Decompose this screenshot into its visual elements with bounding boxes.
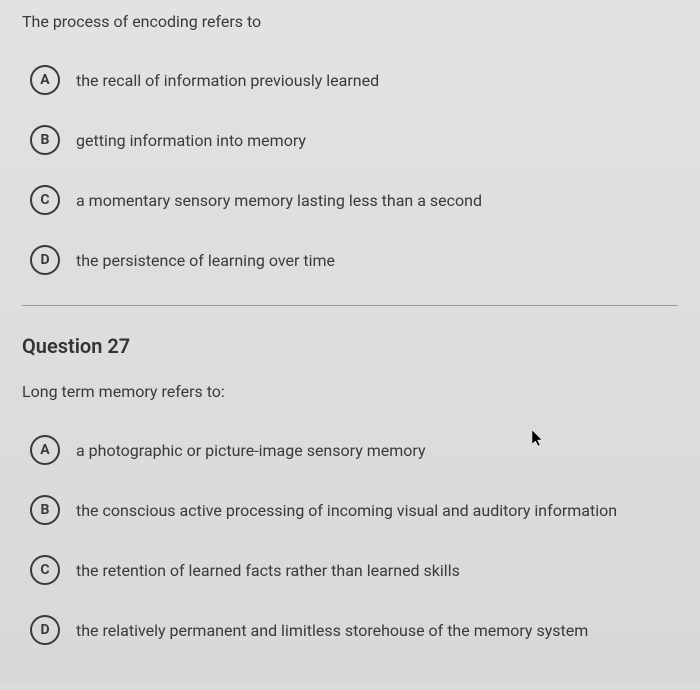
option-a[interactable]: A the recall of information previously l… — [22, 53, 678, 107]
option-text: the persistence of learning over time — [76, 251, 335, 270]
quiz-container: The process of encoding refers to A the … — [0, 0, 700, 685]
option-d[interactable]: D the relatively permanent and limitless… — [22, 603, 678, 657]
question-title: Question 27 — [22, 334, 678, 358]
option-badge: B — [30, 125, 60, 155]
option-badge: D — [30, 245, 60, 275]
option-badge: B — [30, 495, 60, 525]
option-text: a photographic or picture-image sensory … — [76, 441, 426, 460]
option-text: getting information into memory — [76, 131, 306, 150]
question-divider — [22, 305, 678, 306]
option-badge: A — [30, 65, 60, 95]
option-badge: A — [30, 435, 60, 465]
option-d[interactable]: D the persistence of learning over time — [22, 233, 678, 287]
option-b[interactable]: B the conscious active processing of inc… — [22, 483, 678, 537]
option-b[interactable]: B getting information into memory — [22, 113, 678, 167]
option-text: a momentary sensory memory lasting less … — [76, 191, 482, 210]
question-prompt: The process of encoding refers to — [22, 12, 678, 31]
option-text: the retention of learned facts rather th… — [76, 561, 460, 580]
option-badge: D — [30, 615, 60, 645]
option-badge: C — [30, 555, 60, 585]
option-text: the conscious active processing of incom… — [76, 501, 617, 520]
option-a[interactable]: A a photographic or picture-image sensor… — [22, 423, 678, 477]
option-c[interactable]: C the retention of learned facts rather … — [22, 543, 678, 597]
question-prompt: Long term memory refers to: — [22, 382, 678, 401]
option-text: the relatively permanent and limitless s… — [76, 621, 588, 640]
option-text: the recall of information previously lea… — [76, 71, 379, 90]
option-badge: C — [30, 185, 60, 215]
option-c[interactable]: C a momentary sensory memory lasting les… — [22, 173, 678, 227]
question-block: The process of encoding refers to A the … — [0, 0, 700, 685]
